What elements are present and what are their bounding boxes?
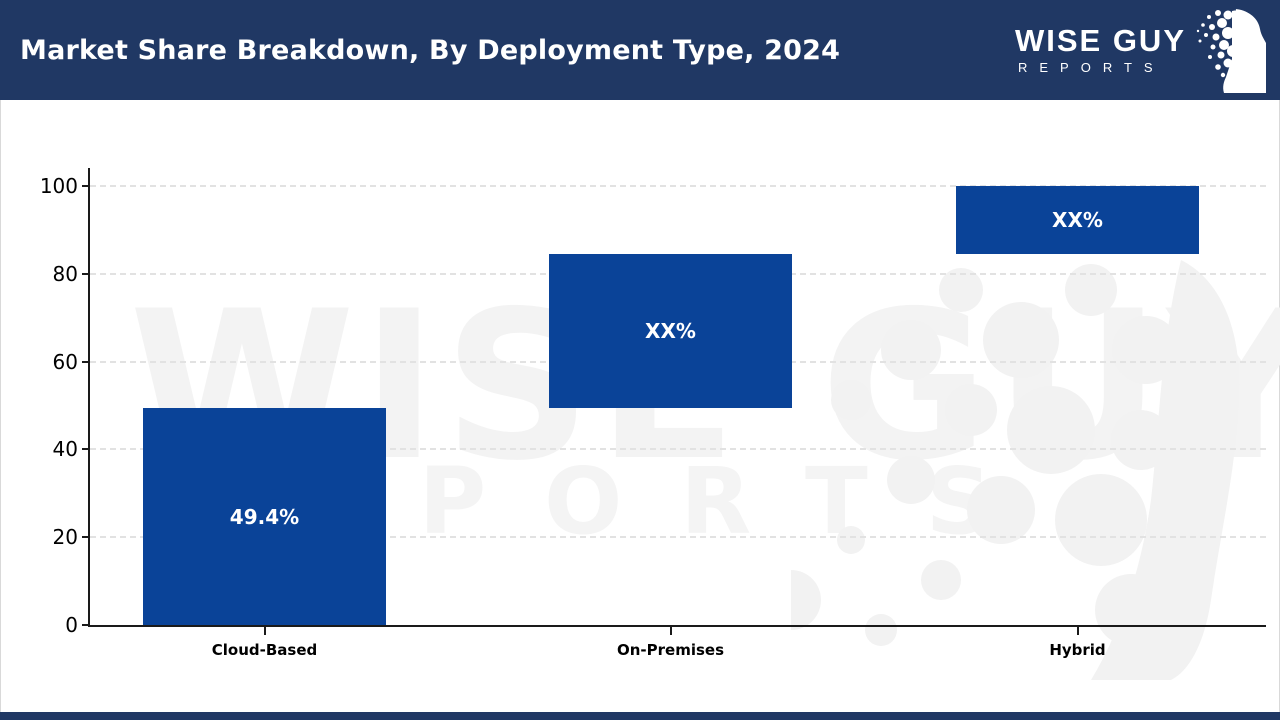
bar-value-label: XX% [1052, 208, 1103, 233]
footer-bar [0, 712, 1280, 720]
y-tick-mark [82, 624, 90, 626]
y-tick-label: 100 [39, 174, 78, 198]
y-tick-label: 40 [52, 437, 78, 462]
logo-wordmark: WISE GUY [1014, 23, 1186, 58]
x-tick-label: Hybrid [1049, 641, 1106, 659]
y-tick-label: 20 [52, 525, 78, 550]
y-tick-label: 60 [52, 349, 78, 374]
bar-cloud-based [143, 408, 386, 625]
y-tick-mark [82, 360, 90, 363]
watermark-face-icon [791, 260, 1240, 680]
y-tick-label: 80 [52, 261, 78, 286]
y-gridline [90, 448, 1266, 451]
x-tick-mark [669, 627, 672, 635]
logo-face-icon [1196, 9, 1266, 93]
chart-title: Market Share Breakdown, By Deployment Ty… [20, 34, 841, 66]
bar-hybrid [956, 186, 1199, 255]
y-tick-label: 0 [65, 613, 78, 637]
x-axis-line [88, 625, 1266, 627]
x-tick-label: Cloud-Based [211, 641, 318, 659]
bar-value-label: XX% [645, 319, 696, 344]
brand-logo-text: WISE GUY REPORTS [1014, 23, 1186, 76]
y-tick-mark [82, 185, 90, 187]
y-tick-mark [82, 272, 90, 275]
header-bar: Market Share Breakdown, By Deployment Ty… [0, 0, 1280, 100]
logo-subtext: REPORTS [1017, 60, 1165, 75]
y-axis-line [88, 168, 90, 627]
x-tick-label: On-Premises [616, 641, 725, 659]
x-tick-mark [263, 627, 266, 635]
y-tick-mark [82, 536, 90, 539]
bar-value-label: 49.4% [229, 504, 300, 529]
brand-logo: WISE GUY REPORTS [1015, 0, 1266, 100]
bar-on-premises [549, 254, 792, 409]
x-tick-mark [1076, 627, 1079, 635]
y-tick-mark [82, 448, 90, 451]
y-gridline [90, 185, 1266, 187]
y-gridline [90, 536, 1266, 539]
